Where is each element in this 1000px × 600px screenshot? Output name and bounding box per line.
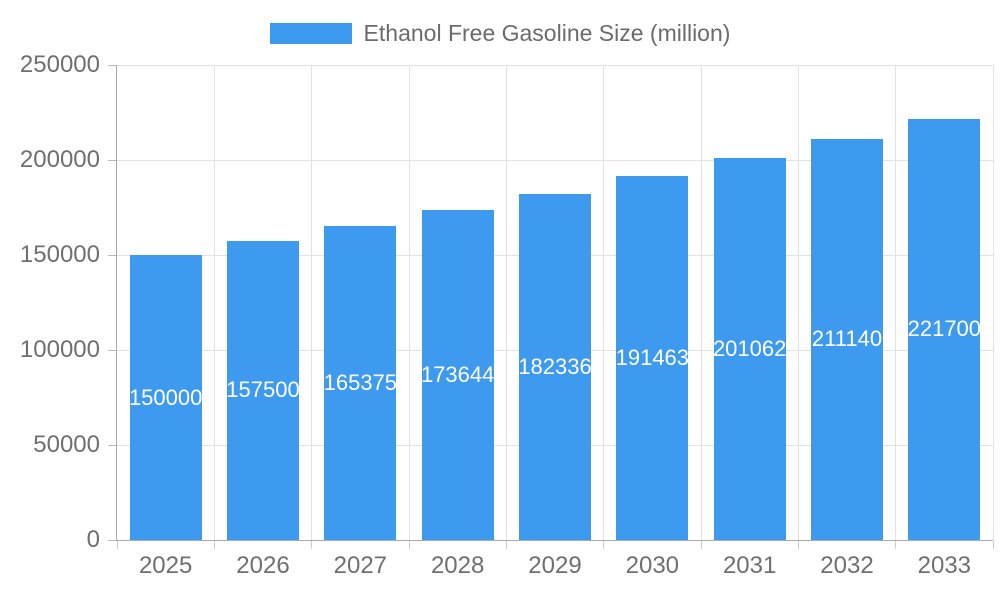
- v-gridline: [700, 65, 702, 540]
- x-axis-label-2031: 2031: [722, 552, 777, 579]
- x-axis-label-2030: 2030: [625, 552, 680, 579]
- x-axis-tick: [505, 541, 507, 549]
- x-axis-tick: [895, 541, 897, 549]
- v-gridline: [797, 65, 799, 540]
- y-axis-line: [116, 65, 117, 540]
- legend-label: Ethanol Free Gasoline Size (million): [363, 20, 731, 46]
- bar-2026[interactable]: 157500: [227, 240, 299, 540]
- x-axis-tick: [213, 541, 215, 549]
- legend-item-ethanol-free-gasoline[interactable]: Ethanol Free Gasoline Size (million): [269, 20, 731, 47]
- y-axis-label: 250000: [19, 51, 100, 78]
- y-axis-tick: [108, 64, 116, 66]
- bar-value-label: 173644: [421, 362, 494, 388]
- bar-2030[interactable]: 191463: [616, 176, 689, 540]
- v-gridline: [603, 65, 605, 540]
- y-axis-tick: [108, 539, 116, 541]
- x-axis-label-2033: 2033: [917, 552, 972, 579]
- x-axis-line: [116, 540, 993, 541]
- x-axis-tick: [797, 541, 799, 549]
- bar-2027[interactable]: 165375: [324, 225, 397, 540]
- bar-value-label: 221700: [908, 316, 981, 342]
- v-gridline: [408, 65, 410, 540]
- bar-2028[interactable]: 173644: [421, 210, 494, 540]
- v-gridline: [505, 65, 507, 540]
- y-axis-label: 200000: [19, 146, 100, 173]
- bar-value-label: 157500: [227, 377, 299, 403]
- y-axis-tick: [108, 349, 116, 351]
- x-axis-label-2025: 2025: [138, 552, 193, 579]
- plot-area: 0 50000 100000 150000 200000 250000 150000 2025…: [20, 51, 994, 579]
- bar-value-label: 165375: [324, 369, 397, 395]
- x-axis-tick: [408, 541, 410, 549]
- y-axis-label: 150000: [19, 241, 100, 268]
- h-gridline: [117, 64, 993, 66]
- legend-swatch-icon: [269, 23, 352, 44]
- bar-2029[interactable]: 182336: [519, 193, 591, 540]
- h-gridline: [117, 159, 993, 161]
- bar-2032[interactable]: 211140: [811, 138, 883, 540]
- y-axis-label: 50000: [33, 431, 100, 458]
- y-axis-tick: [108, 254, 116, 256]
- bar-value-label: 150000: [129, 384, 202, 410]
- y-axis-label: 0: [86, 526, 100, 553]
- v-gridline: [311, 65, 313, 540]
- bar-value-label: 211140: [811, 326, 883, 352]
- v-gridline: [895, 65, 897, 540]
- x-axis-tick: [992, 541, 994, 549]
- y-axis-tick: [108, 444, 116, 446]
- legend: Ethanol Free Gasoline Size (million): [0, 20, 1000, 47]
- x-axis-label-2026: 2026: [236, 552, 290, 579]
- x-axis-tick: [311, 541, 313, 549]
- v-gridline: [213, 65, 215, 540]
- y-axis-tick: [108, 159, 116, 161]
- bar-2031[interactable]: 201062: [713, 157, 786, 540]
- bar-value-label: 191463: [616, 345, 689, 371]
- bar-value-label: 201062: [713, 335, 786, 361]
- bar-2033[interactable]: 221700: [908, 118, 981, 540]
- x-axis-label-2032: 2032: [820, 552, 874, 579]
- bar-value-label: 182336: [519, 353, 591, 379]
- x-axis-label-2028: 2028: [430, 552, 485, 579]
- x-axis-tick: [700, 541, 702, 549]
- x-axis-tick: [603, 541, 605, 549]
- x-axis-tick: [116, 541, 118, 549]
- v-gridline: [992, 65, 994, 540]
- y-axis-label: 100000: [19, 336, 100, 363]
- x-axis-label-2027: 2027: [333, 552, 388, 579]
- x-axis-label-2029: 2029: [528, 552, 582, 579]
- bar-2025[interactable]: 150000: [129, 255, 202, 540]
